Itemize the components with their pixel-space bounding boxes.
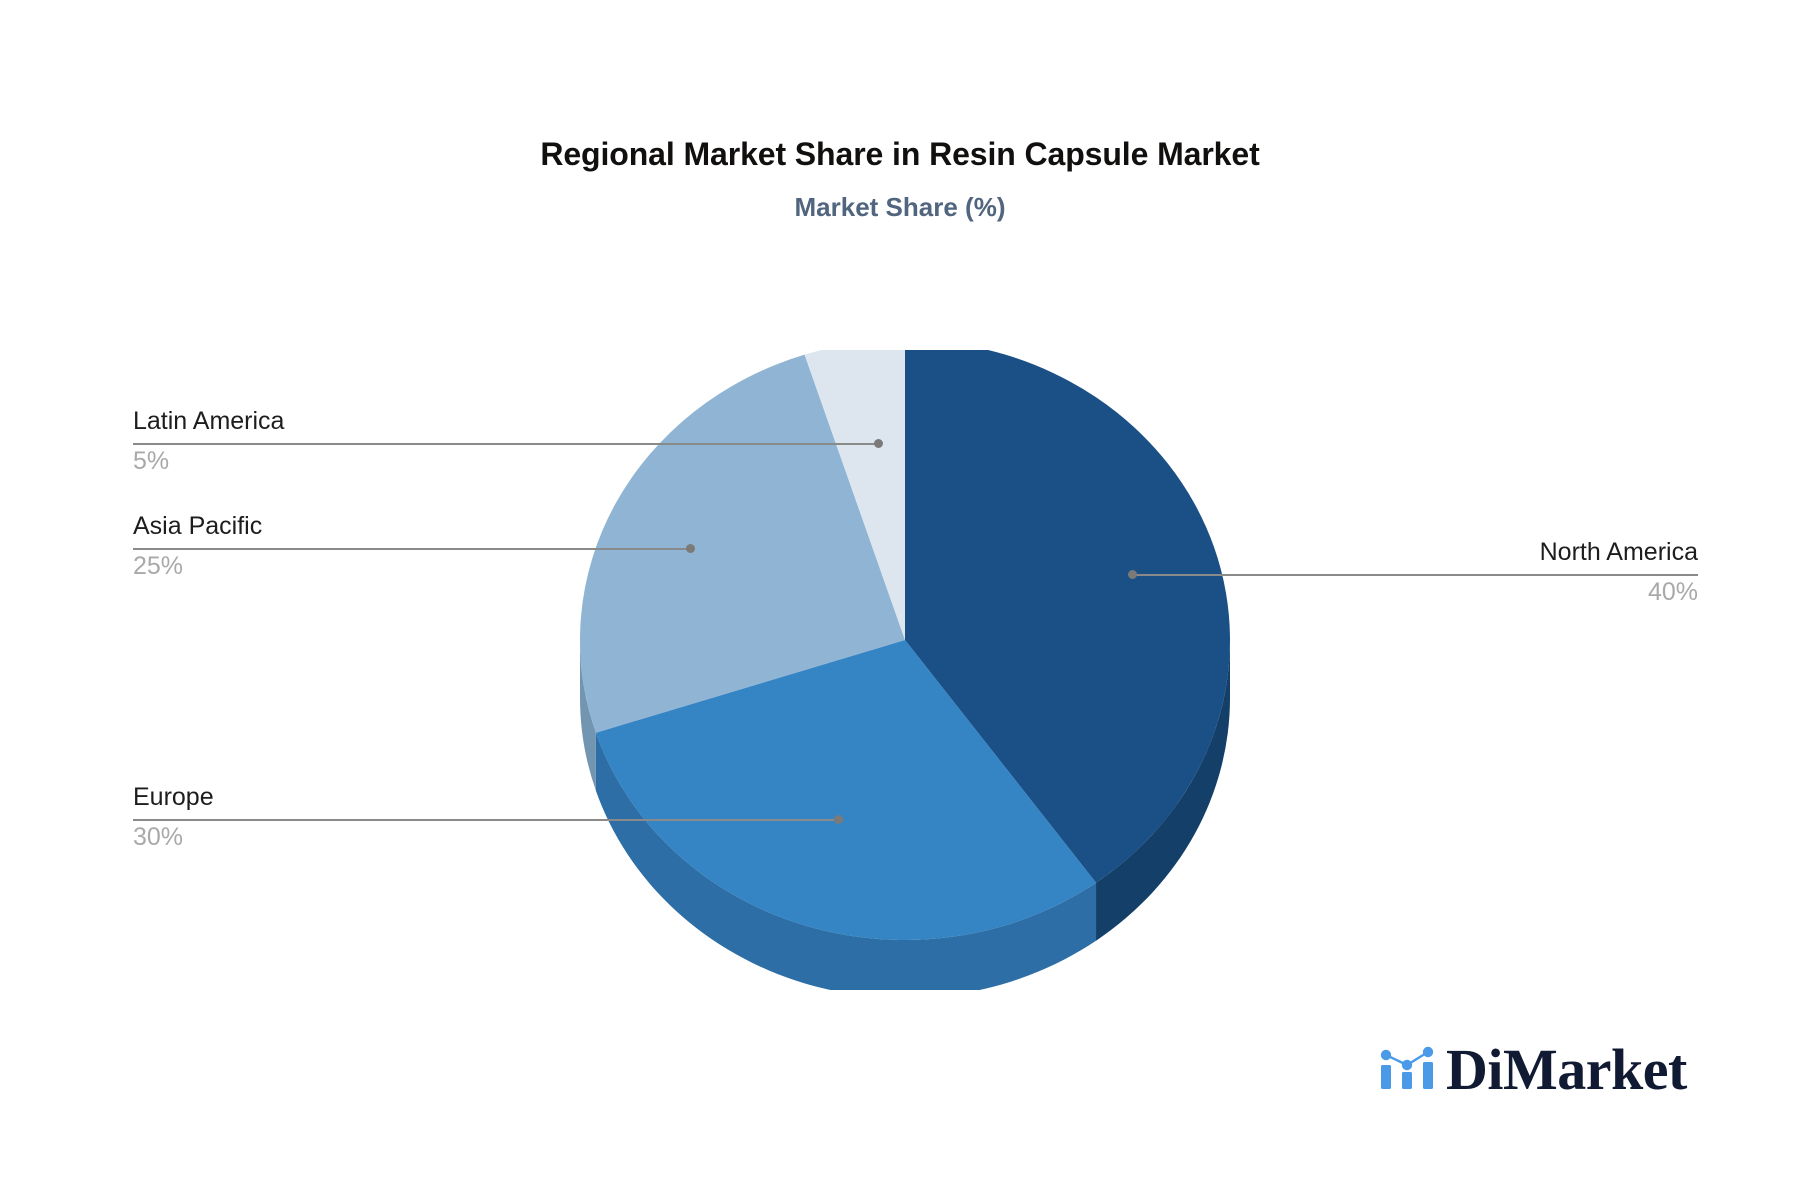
- callout-europe: Europe 30%: [133, 781, 214, 853]
- callout-value-europe: 30%: [133, 823, 184, 851]
- pie-slice-asia-pacific: [580, 354, 905, 733]
- callout-latin-america: Latin America 5%: [133, 405, 284, 477]
- callout-north-america: North America 40%: [1540, 536, 1698, 608]
- callout-label-europe: Europe: [133, 783, 214, 811]
- pie-slice-north-america: [905, 350, 1230, 883]
- pie-3d-sides: [580, 640, 1230, 990]
- callout-value-north-america: 40%: [1647, 578, 1698, 606]
- leader-dot-asia-pacific: [686, 544, 695, 553]
- callout-value-asia-pacific: 25%: [133, 552, 184, 580]
- page-title: Regional Market Share in Resin Capsule M…: [540, 136, 1260, 172]
- leader-dot-north-america: [1128, 570, 1137, 579]
- callout-label-asia-pacific: Asia Pacific: [133, 512, 263, 540]
- bar-chart-trend-icon: [1378, 1038, 1436, 1101]
- leader-line-latin-america: [133, 443, 878, 445]
- leader-line-north-america: [1132, 574, 1698, 576]
- pie-chart-svg: [580, 350, 1230, 990]
- pie-slice-latin-america: [804, 350, 905, 640]
- chart-subtitle: Market Share (%): [794, 192, 1006, 222]
- pie-side-asia-pacific: [580, 640, 596, 791]
- leader-line-europe: [133, 819, 838, 821]
- callout-label-north-america: North America: [1539, 538, 1698, 566]
- leader-dot-europe: [834, 815, 843, 824]
- pie-side-north-america: [1096, 640, 1230, 941]
- leader-dot-latin-america: [874, 439, 883, 448]
- callout-asia-pacific: Asia Pacific 25%: [133, 510, 262, 582]
- pie-side-europe: [595, 732, 1097, 990]
- callout-value-latin-america: 5%: [133, 447, 170, 475]
- pie-top-face: [580, 350, 1230, 940]
- callout-label-latin-america: Latin America: [133, 407, 285, 435]
- pie-slice-europe: [595, 640, 1097, 940]
- pie-chart: [560, 350, 1280, 990]
- brand-logo: DiMarket: [1378, 1038, 1687, 1101]
- leader-line-asia-pacific: [133, 548, 690, 550]
- brand-wordmark: DiMarket: [1446, 1036, 1687, 1102]
